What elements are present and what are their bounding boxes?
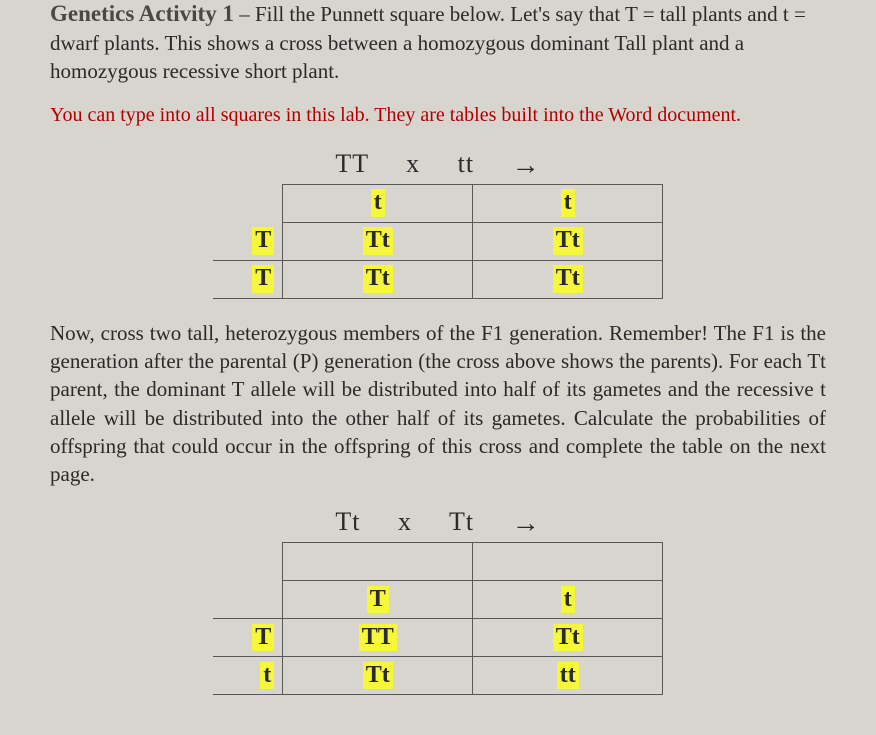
arrow-icon: →	[512, 150, 541, 181]
punnett-cell[interactable]: Tt	[473, 222, 663, 260]
cross2-header: Tt x Tt →	[50, 507, 826, 540]
editable-note: You can type into all squares in this la…	[50, 104, 826, 127]
punnett-cell[interactable]: Tt	[473, 618, 663, 656]
punnett-square-1: t t T Tt Tt T Tt Tt	[213, 184, 664, 299]
punnett-cell[interactable]: Tt	[283, 222, 473, 260]
spacer-cell[interactable]	[473, 542, 663, 580]
cross1-header: TT x tt →	[50, 149, 826, 182]
cross1-right: tt	[458, 149, 474, 178]
row-label[interactable]: T	[213, 260, 283, 298]
spacer-cell[interactable]	[213, 542, 283, 580]
cross2-left: Tt	[335, 507, 360, 536]
corner-cell[interactable]	[213, 184, 283, 222]
arrow-icon: →	[512, 508, 541, 539]
row-label[interactable]: t	[213, 656, 283, 694]
activity-title: Genetics Activity 1	[50, 1, 234, 26]
cross2-x: x	[398, 507, 412, 536]
title-dash: –	[234, 2, 255, 26]
punnett-cell[interactable]: Tt	[283, 260, 473, 298]
punnett-square-2: T t T TT Tt t Tt tt	[213, 542, 664, 695]
col-label[interactable]: t	[473, 580, 663, 618]
row-label[interactable]: T	[213, 618, 283, 656]
col-label[interactable]: t	[473, 184, 663, 222]
cross1-left: TT	[335, 149, 368, 178]
punnett-cell[interactable]: TT	[283, 618, 473, 656]
row-label[interactable]: T	[213, 222, 283, 260]
spacer-cell[interactable]	[283, 542, 473, 580]
punnett-cell[interactable]: Tt	[473, 260, 663, 298]
punnett-cell[interactable]: Tt	[283, 656, 473, 694]
activity-heading: Genetics Activity 1 – Fill the Punnett s…	[50, 0, 826, 86]
instructions-paragraph: Now, cross two tall, heterozygous member…	[50, 319, 826, 489]
col-label[interactable]: T	[283, 580, 473, 618]
cross2-right: Tt	[449, 507, 474, 536]
corner-cell[interactable]	[213, 580, 283, 618]
col-label[interactable]: t	[283, 184, 473, 222]
cross1-x: x	[406, 149, 420, 178]
punnett-cell[interactable]: tt	[473, 656, 663, 694]
